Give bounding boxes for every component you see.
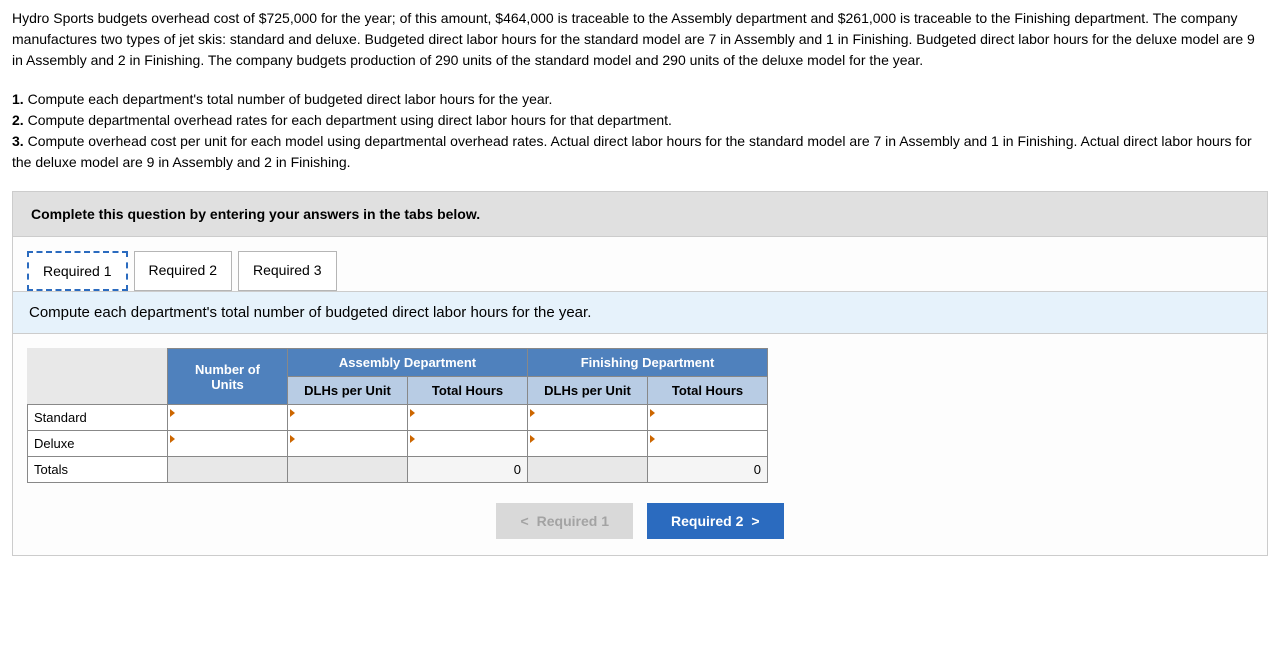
triangle-icon: [410, 435, 415, 443]
requirement-2: 2. Compute departmental overhead rates f…: [12, 110, 1268, 131]
tabs-row: Required 1 Required 2 Required 3: [13, 237, 1267, 291]
answer-panel: Complete this question by entering your …: [12, 191, 1268, 556]
corner-blank: [28, 349, 168, 405]
nav-row: < Required 1 Required 2 >: [13, 497, 1267, 555]
problem-text: Hydro Sports budgets overhead cost of $7…: [12, 8, 1268, 71]
triangle-icon: [290, 435, 295, 443]
req1-text: Compute each department's total number o…: [24, 91, 553, 107]
dlh-table: Number of Units Assembly Department Fini…: [27, 348, 768, 483]
requirement-1: 1. Compute each department's total numbe…: [12, 89, 1268, 110]
chevron-right-icon: >: [751, 513, 759, 529]
total-assembly-hours: 0: [408, 457, 528, 483]
triangle-icon: [650, 409, 655, 417]
input-deluxe-assembly-total[interactable]: [408, 431, 528, 457]
col-assembly-dept: Assembly Department: [288, 349, 528, 377]
triangle-icon: [530, 435, 535, 443]
chevron-left-icon: <: [520, 513, 528, 529]
blank-totals-assembly-dlh: [288, 457, 408, 483]
input-deluxe-finishing-dlh[interactable]: [528, 431, 648, 457]
table-wrap: Number of Units Assembly Department Fini…: [13, 334, 1267, 497]
input-deluxe-assembly-dlh[interactable]: [288, 431, 408, 457]
triangle-icon: [530, 409, 535, 417]
input-standard-finishing-total[interactable]: [648, 405, 768, 431]
row-totals: Totals 0 0: [28, 457, 768, 483]
triangle-icon: [170, 435, 175, 443]
col-finishing-dlh: DLHs per Unit: [528, 377, 648, 405]
label-deluxe: Deluxe: [28, 431, 168, 457]
col-finishing-dept: Finishing Department: [528, 349, 768, 377]
label-totals: Totals: [28, 457, 168, 483]
triangle-icon: [410, 409, 415, 417]
req2-num: 2.: [12, 112, 24, 128]
req1-num: 1.: [12, 91, 24, 107]
row-deluxe: Deluxe: [28, 431, 768, 457]
input-standard-assembly-dlh[interactable]: [288, 405, 408, 431]
input-deluxe-finishing-total[interactable]: [648, 431, 768, 457]
triangle-icon: [650, 435, 655, 443]
req2-text: Compute departmental overhead rates for …: [24, 112, 672, 128]
req3-text: Compute overhead cost per unit for each …: [12, 133, 1252, 170]
tab-required-1[interactable]: Required 1: [27, 251, 128, 291]
prev-button: < Required 1: [496, 503, 633, 539]
col-assembly-dlh: DLHs per Unit: [288, 377, 408, 405]
requirements-list: 1. Compute each department's total numbe…: [12, 89, 1268, 173]
input-standard-finishing-dlh[interactable]: [528, 405, 648, 431]
col-assembly-total: Total Hours: [408, 377, 528, 405]
instruction-bar: Complete this question by entering your …: [13, 192, 1267, 237]
req3-num: 3.: [12, 133, 24, 149]
triangle-icon: [170, 409, 175, 417]
col-finishing-total: Total Hours: [648, 377, 768, 405]
prev-label: Required 1: [537, 513, 609, 529]
total-finishing-hours: 0: [648, 457, 768, 483]
blank-totals-finishing-dlh: [528, 457, 648, 483]
blank-totals-units: [168, 457, 288, 483]
col-number-of-units: Number of Units: [168, 349, 288, 405]
next-label: Required 2: [671, 513, 743, 529]
tab-required-2[interactable]: Required 2: [134, 251, 233, 291]
input-standard-units[interactable]: [168, 405, 288, 431]
requirement-3: 3. Compute overhead cost per unit for ea…: [12, 131, 1268, 173]
next-button[interactable]: Required 2 >: [647, 503, 784, 539]
prompt-bar: Compute each department's total number o…: [13, 291, 1267, 334]
triangle-icon: [290, 409, 295, 417]
tab-required-3[interactable]: Required 3: [238, 251, 337, 291]
row-standard: Standard: [28, 405, 768, 431]
label-standard: Standard: [28, 405, 168, 431]
input-standard-assembly-total[interactable]: [408, 405, 528, 431]
input-deluxe-units[interactable]: [168, 431, 288, 457]
